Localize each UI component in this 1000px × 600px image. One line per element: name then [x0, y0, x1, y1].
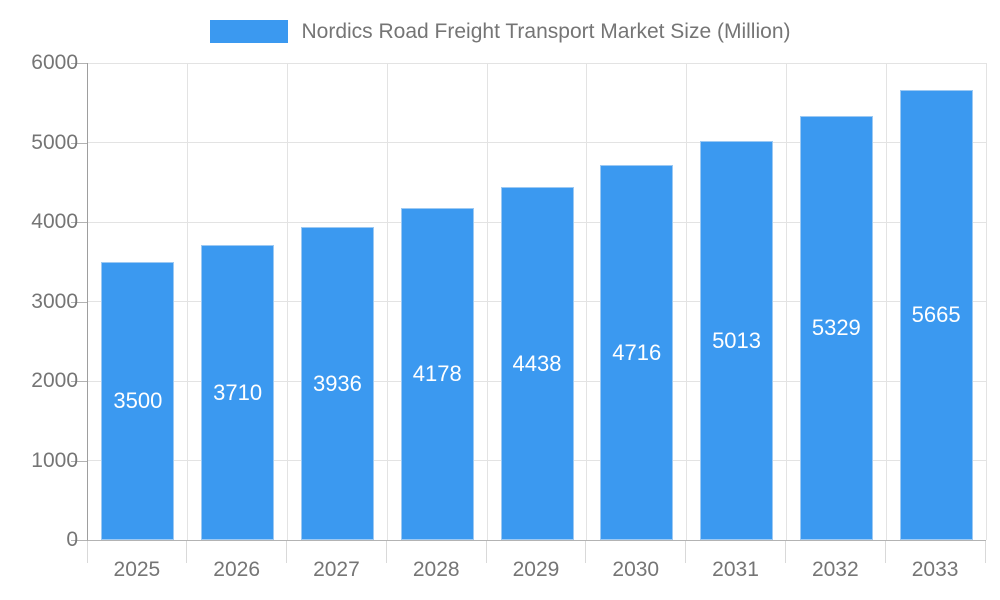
- legend-label: Nordics Road Freight Transport Market Si…: [301, 20, 791, 43]
- grid-line-vertical: [187, 63, 189, 540]
- bar[interactable]: 4438: [500, 187, 574, 540]
- y-axis-tick: [71, 460, 87, 462]
- bar[interactable]: 5665: [899, 89, 973, 540]
- grid-line-vertical: [586, 63, 588, 540]
- grid-line-vertical: [486, 63, 488, 540]
- x-axis-tick: [186, 541, 188, 563]
- bar[interactable]: 4178: [400, 207, 474, 540]
- y-axis-tick: [71, 222, 87, 223]
- grid-line-horizontal: [88, 62, 986, 64]
- bar-value-label: 4716: [612, 339, 662, 365]
- x-axis-tick: [585, 541, 587, 563]
- y-axis-tick: [71, 381, 87, 382]
- legend-swatch: [209, 20, 288, 43]
- bar-value-label: 3710: [213, 379, 263, 405]
- bar-value-label: 3936: [312, 370, 362, 396]
- x-axis-tick: [86, 541, 88, 563]
- y-axis-tick: [71, 301, 87, 303]
- grid-line-vertical: [885, 63, 887, 540]
- plot-area: 3500 3710 3936 4178 4438 4716 5013 5329 5665: [87, 62, 987, 541]
- y-axis-label: 4000: [31, 210, 78, 233]
- bar[interactable]: 3936: [300, 227, 374, 540]
- y-axis-label: 1000: [31, 448, 78, 472]
- x-axis-tick: [884, 541, 886, 563]
- x-axis-label: 2032: [811, 558, 859, 581]
- y-axis-label: 6000: [31, 51, 78, 74]
- grid-line-vertical: [985, 63, 987, 540]
- bar-value-label: 5013: [712, 327, 762, 353]
- x-axis-label: 2028: [412, 558, 460, 581]
- x-axis-tick: [784, 541, 786, 563]
- x-axis-label: 2029: [512, 558, 560, 581]
- grid-line-horizontal: [88, 142, 986, 143]
- bar[interactable]: 3710: [201, 245, 275, 540]
- x-axis-tick: [385, 541, 387, 563]
- bar-value-label: 5329: [811, 315, 861, 341]
- x-axis-label: 2025: [113, 558, 161, 581]
- y-axis-label: 2000: [31, 369, 78, 392]
- y-axis-tick: [71, 540, 87, 541]
- bar[interactable]: 5329: [799, 116, 873, 540]
- bar-value-label: 4178: [412, 360, 462, 386]
- y-axis-label: 0: [66, 528, 78, 551]
- x-axis-tick: [984, 541, 986, 563]
- grid-line-vertical: [386, 63, 388, 540]
- bar[interactable]: 5013: [700, 141, 774, 540]
- x-axis-tick: [286, 541, 288, 563]
- bar[interactable]: 3500: [101, 261, 175, 540]
- x-axis-tick: [685, 541, 687, 563]
- x-axis-label: 2026: [213, 558, 260, 581]
- x-axis-label: 2027: [313, 558, 360, 581]
- bar-value-label: 5665: [911, 301, 961, 327]
- legend[interactable]: Nordics Road Freight Transport Market Si…: [0, 19, 1000, 44]
- y-axis-tick: [71, 63, 87, 64]
- x-axis-label: 2030: [612, 558, 660, 581]
- grid-line-vertical: [686, 63, 688, 540]
- bar-value-label: 3500: [113, 387, 163, 413]
- y-axis-label: 3000: [31, 289, 78, 313]
- y-axis-tick: [71, 142, 87, 144]
- x-axis-label: 2031: [712, 558, 759, 581]
- y-axis-label: 5000: [31, 130, 78, 154]
- x-axis-tick: [485, 541, 487, 563]
- grid-line-vertical: [287, 63, 289, 540]
- bar-value-label: 4438: [512, 350, 562, 376]
- bar[interactable]: 4716: [600, 165, 674, 540]
- grid-line-vertical: [785, 63, 787, 540]
- x-axis-label: 2033: [911, 558, 959, 581]
